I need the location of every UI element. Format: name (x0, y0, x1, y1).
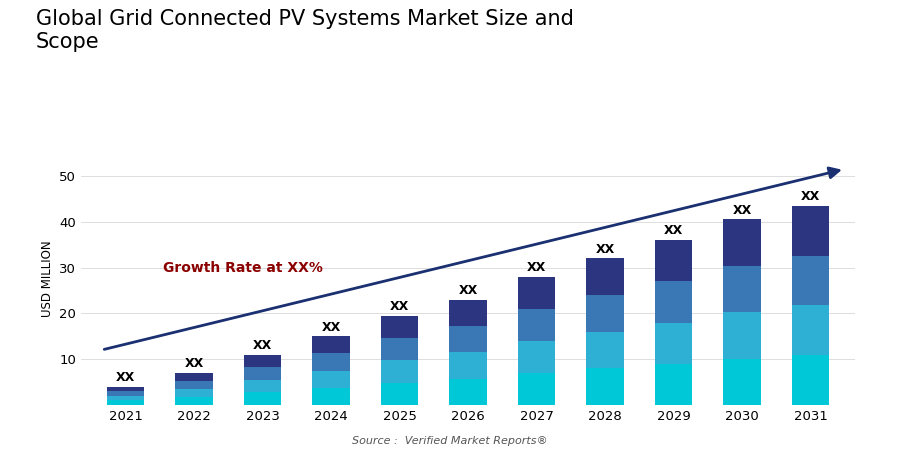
Text: XX: XX (253, 339, 272, 352)
Bar (792, 355, 829, 405)
Text: XX: XX (801, 190, 820, 203)
Bar (518, 277, 555, 309)
Bar (792, 256, 829, 306)
Bar (654, 323, 692, 364)
Bar (244, 380, 282, 392)
Bar (312, 336, 350, 353)
Bar (792, 206, 829, 256)
Bar (792, 306, 829, 355)
Text: XX: XX (733, 204, 751, 217)
Text: XX: XX (184, 357, 203, 370)
Bar (312, 353, 350, 371)
Bar (312, 371, 350, 388)
Bar (176, 389, 213, 397)
Bar (654, 281, 692, 323)
Bar (381, 315, 418, 338)
Bar (449, 300, 487, 326)
Y-axis label: USD MILLION: USD MILLION (40, 241, 54, 317)
Bar (107, 387, 144, 391)
Bar (449, 378, 487, 405)
Text: Growth Rate at XX%: Growth Rate at XX% (163, 261, 323, 274)
Bar (176, 373, 213, 381)
Text: Source :  Verified Market Reports®: Source : Verified Market Reports® (352, 436, 548, 446)
Bar (723, 220, 760, 266)
Bar (244, 367, 282, 380)
Text: XX: XX (321, 320, 340, 333)
Text: XX: XX (596, 243, 615, 256)
Bar (518, 341, 555, 373)
Bar (107, 400, 144, 405)
Bar (449, 326, 487, 352)
Bar (518, 373, 555, 405)
Bar (381, 382, 418, 405)
Bar (654, 240, 692, 281)
Bar (586, 295, 624, 332)
Bar (518, 309, 555, 341)
Text: Global Grid Connected PV Systems Market Size and
Scope: Global Grid Connected PV Systems Market … (36, 9, 574, 52)
Bar (723, 312, 760, 359)
Bar (381, 338, 418, 360)
Bar (654, 364, 692, 405)
Bar (312, 388, 350, 405)
Text: XX: XX (116, 371, 135, 384)
Text: XX: XX (664, 224, 683, 237)
Text: XX: XX (458, 284, 478, 297)
Bar (176, 381, 213, 389)
Bar (586, 258, 624, 295)
Bar (244, 392, 282, 405)
Bar (723, 266, 760, 312)
Bar (107, 396, 144, 400)
Text: XX: XX (526, 261, 546, 274)
Bar (586, 369, 624, 405)
Bar (723, 359, 760, 405)
Bar (244, 355, 282, 367)
Bar (107, 391, 144, 396)
Text: XX: XX (390, 300, 410, 313)
Bar (381, 360, 418, 382)
Bar (176, 397, 213, 405)
Bar (449, 352, 487, 378)
Bar (586, 332, 624, 369)
